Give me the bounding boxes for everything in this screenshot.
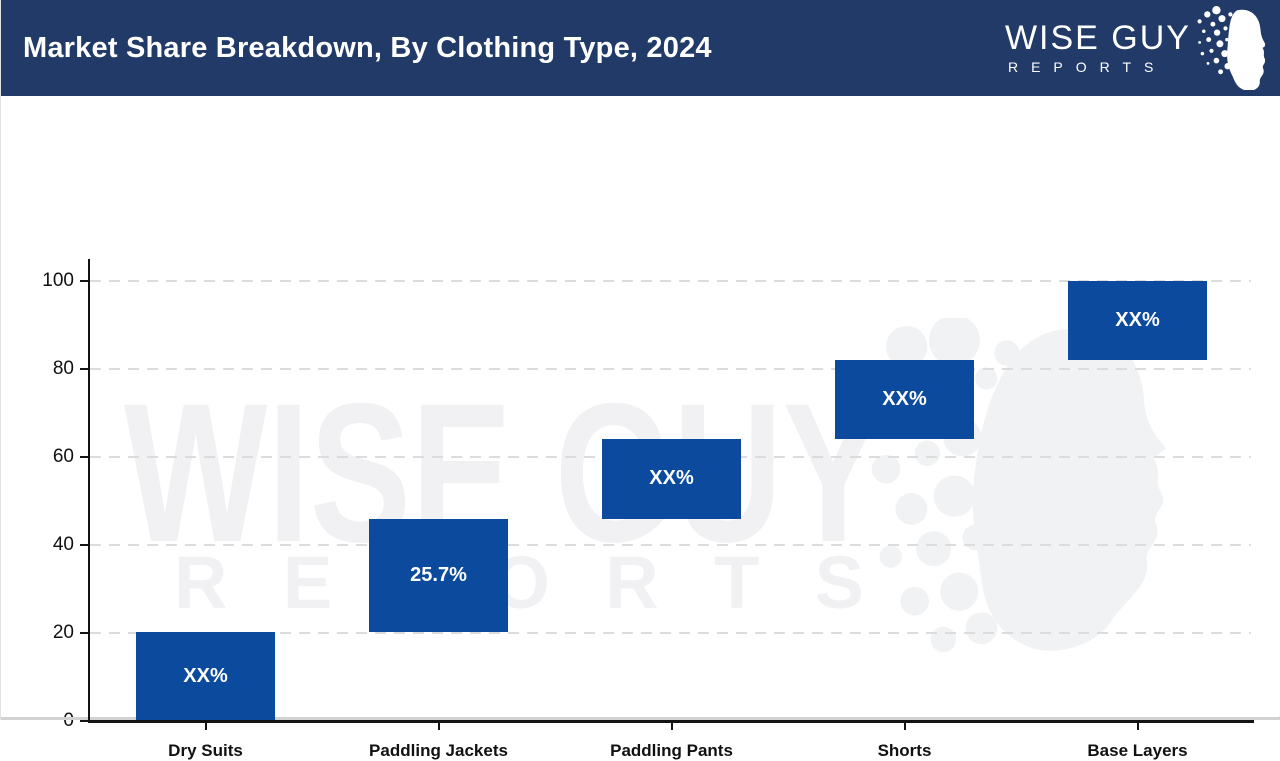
brand-logo-text: WISE GUY REPORTS <box>1005 21 1191 75</box>
y-axis-line <box>88 259 90 721</box>
gridline <box>90 280 1251 282</box>
bar-dry-suits: XX% <box>136 631 275 721</box>
bottom-edge-line <box>1 717 1280 720</box>
x-axis-tick <box>903 723 906 730</box>
plot-area: 0 20 40 60 80 100 XX% Dry Suits 25.7% Paddling Ja… <box>42 259 1254 760</box>
bar-value-label: XX% <box>1115 309 1160 332</box>
bar-value-label: 25.7% <box>410 563 467 586</box>
watermark-brand-text: WISE GUY REPORTS <box>124 391 884 624</box>
y-axis-tick <box>80 720 88 722</box>
svg-text:REPORTS: REPORTS <box>174 541 864 624</box>
y-tick-label: 100 <box>42 270 74 291</box>
y-tick-label: 40 <box>52 534 74 555</box>
x-axis-tick <box>204 723 207 730</box>
chart-canvas: WISE GUY REPORTS 0 20 40 60 80 100 XX% Dry Suit… <box>1 96 1280 760</box>
x-category-label: Shorts <box>877 741 932 760</box>
bar-paddling-pants: XX% <box>602 438 741 519</box>
x-category-label: Paddling Pants <box>610 741 733 760</box>
brand-subtitle: REPORTS <box>1007 59 1167 75</box>
x-axis-tick <box>670 723 673 730</box>
y-tick-label: 0 <box>63 710 74 731</box>
x-category-label: Paddling Jackets <box>369 741 508 760</box>
y-axis-tick <box>80 632 88 634</box>
y-tick-label: 80 <box>52 358 74 379</box>
brand-logo: WISE GUY REPORTS <box>1005 6 1265 90</box>
bar-paddling-jackets: 25.7% <box>369 518 508 632</box>
bar-base-layers: XX% <box>1068 281 1207 361</box>
bar-value-label: XX% <box>183 664 228 687</box>
bar-shorts: XX% <box>835 360 974 439</box>
bar-value-label: XX% <box>882 387 927 410</box>
y-tick-label: 20 <box>52 622 74 643</box>
gridline <box>90 544 1251 546</box>
head-profile-icon <box>1197 6 1265 90</box>
y-axis-tick <box>80 456 88 458</box>
page-title: Market Share Breakdown, By Clothing Type… <box>23 31 712 64</box>
header-bar: Market Share Breakdown, By Clothing Type… <box>1 0 1280 96</box>
y-tick-label: 60 <box>52 446 74 467</box>
gridline <box>90 632 1251 634</box>
bar-value-label: XX% <box>649 467 694 490</box>
brand-name: WISE GUY <box>1004 19 1191 57</box>
y-axis-tick <box>80 544 88 546</box>
gridline <box>90 368 1251 370</box>
y-axis-tick <box>80 280 88 282</box>
x-axis-tick <box>1136 723 1139 730</box>
x-category-label: Base Layers <box>1087 741 1188 760</box>
x-category-label: Dry Suits <box>168 741 243 760</box>
y-axis-tick <box>80 368 88 370</box>
x-axis-tick <box>437 723 440 730</box>
